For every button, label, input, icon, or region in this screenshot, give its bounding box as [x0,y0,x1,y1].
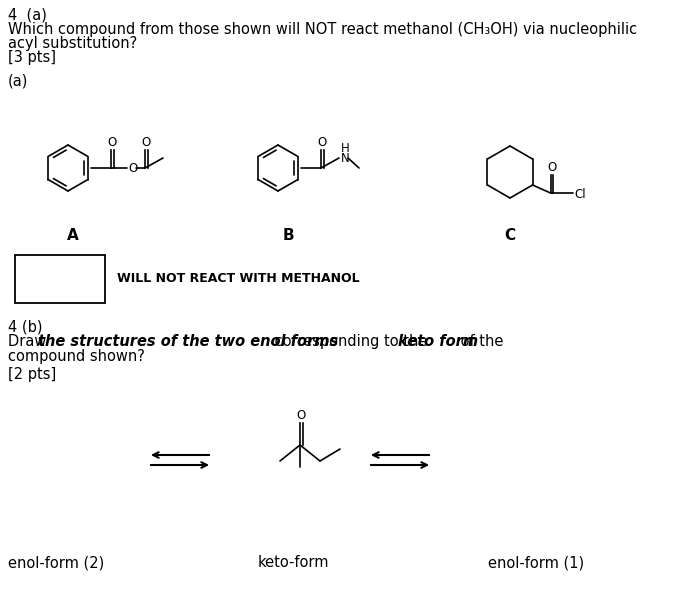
Text: enol-form (2): enol-form (2) [8,555,104,570]
Text: WILL NOT REACT WITH METHANOL: WILL NOT REACT WITH METHANOL [117,273,360,285]
Text: B: B [282,228,294,243]
Text: [2 pts]: [2 pts] [8,367,56,382]
Text: O: O [318,136,327,149]
Text: the structures of the two enol forms: the structures of the two enol forms [38,334,338,349]
Text: N: N [341,152,349,166]
Text: Cl: Cl [575,188,586,200]
Text: 4 (b): 4 (b) [8,320,43,335]
Text: compound shown?: compound shown? [8,349,145,364]
Text: C: C [504,228,516,243]
Text: keto form: keto form [398,334,478,349]
Text: (a): (a) [8,73,28,88]
Text: O: O [296,409,306,422]
Text: corresponding to the: corresponding to the [270,334,432,349]
Text: O: O [128,161,137,175]
Text: O: O [107,136,117,149]
Text: [3 pts]: [3 pts] [8,50,56,65]
Text: 4  (a): 4 (a) [8,8,47,23]
Text: keto-form: keto-form [258,555,329,570]
Text: H: H [341,142,349,155]
Bar [15,255,105,303]
Text: O: O [547,161,556,174]
Text: O: O [142,136,151,149]
Text: A: A [67,228,79,243]
Text: Which compound from those shown will NOT react methanol (CH₃OH) via nucleophilic: Which compound from those shown will NOT… [8,22,637,37]
Text: acyl substitution?: acyl substitution? [8,36,137,51]
Text: Draw: Draw [8,334,51,349]
Text: of the: of the [456,334,504,349]
Text: enol-form (1): enol-form (1) [488,555,584,570]
